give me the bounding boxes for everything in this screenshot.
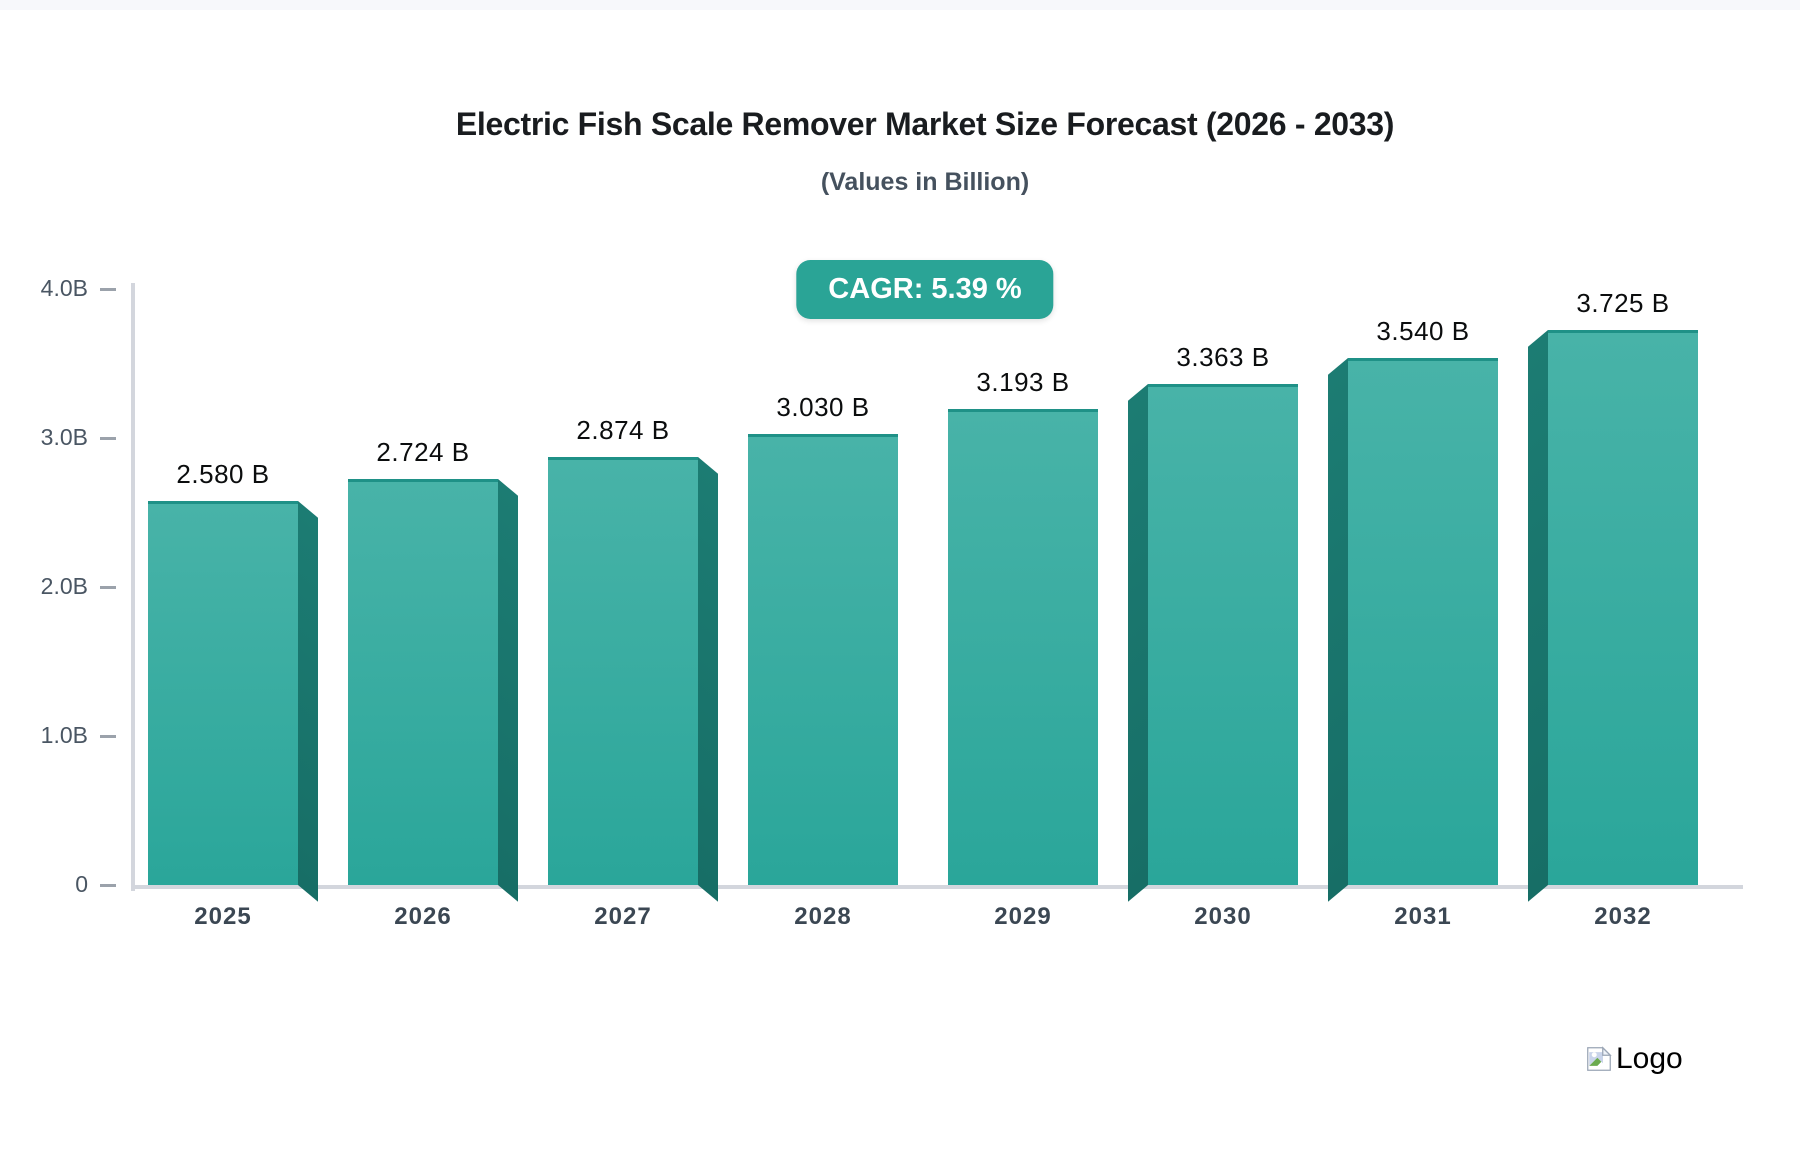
bar-side-2025 [298, 500, 318, 902]
y-tick-label: 4.0B [40, 275, 88, 301]
y-tick-mark [100, 735, 116, 738]
bar-2030 [1148, 383, 1298, 885]
cagr-badge: CAGR: 5.39 % [796, 260, 1054, 319]
logo-text: Logo [1616, 1042, 1683, 1075]
bar-value-label-2032: 3.725 B [1576, 287, 1670, 318]
y-axis-line [131, 283, 135, 891]
chart-subtitle: (Values in Billion) [820, 168, 1030, 196]
bar-value-label-2028: 3.030 B [776, 391, 870, 422]
x-tick-label-2032: 2032 [1594, 903, 1652, 930]
bar-side-2031 [1328, 357, 1348, 902]
y-tick-mark [100, 884, 116, 887]
bar-2028 [748, 433, 898, 885]
bar-value-label-2029: 3.193 B [976, 367, 1070, 398]
x-tick-label-2030: 2030 [1194, 903, 1252, 930]
y-tick-label: 0 [75, 871, 88, 897]
y-tick-mark [100, 586, 116, 589]
top-strip [0, 0, 1800, 10]
x-tick-label-2028: 2028 [794, 903, 852, 930]
x-tick-label-2031: 2031 [1394, 903, 1452, 930]
bar-side-2027 [698, 456, 718, 902]
bar-side-2026 [498, 479, 518, 902]
y-tick-label: 2.0B [40, 573, 88, 599]
bar-value-label-2027: 2.874 B [576, 414, 670, 445]
bar-2031 [1348, 357, 1498, 885]
x-tick-label-2027: 2027 [594, 903, 652, 930]
y-tick-label: 1.0B [40, 722, 88, 748]
x-axis-line [131, 885, 1743, 889]
bar-value-label-2031: 3.540 B [1376, 315, 1470, 346]
cagr-badge-label: CAGR: 5.39 % [828, 273, 1022, 305]
logo: Logo [1584, 1042, 1683, 1076]
y-tick-mark [100, 437, 116, 440]
x-tick-label-2026: 2026 [394, 903, 452, 930]
bar-2032 [1548, 329, 1698, 885]
bar-side-2032 [1528, 329, 1548, 902]
bar-2027 [548, 456, 698, 885]
bar-value-label-2025: 2.580 B [176, 458, 270, 489]
chart-title: Electric Fish Scale Remover Market Size … [455, 106, 1395, 142]
bar-value-label-2026: 2.724 B [376, 437, 470, 468]
x-tick-label-2029: 2029 [994, 903, 1052, 930]
x-tick-label-2025: 2025 [194, 903, 252, 930]
y-tick-mark [100, 288, 116, 291]
bar-2026 [348, 479, 498, 885]
broken-image-icon [1587, 1046, 1612, 1071]
bar-value-label-2030: 3.363 B [1176, 341, 1270, 372]
y-tick-label: 3.0B [40, 424, 88, 450]
bar-2025 [148, 500, 298, 885]
bar-2029 [948, 409, 1098, 885]
bar-side-2030 [1128, 383, 1148, 902]
